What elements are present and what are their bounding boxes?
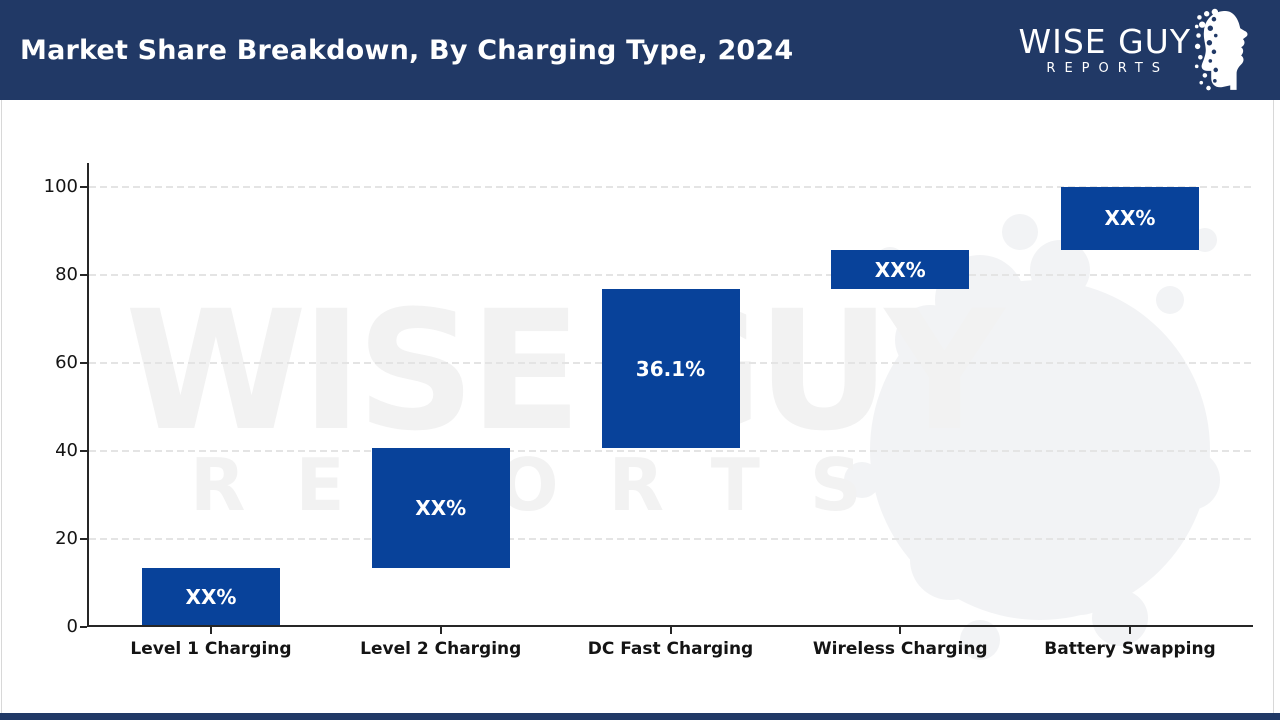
- bar: 36.1%: [601, 289, 740, 449]
- header: Market Share Breakdown, By Charging Type…: [0, 0, 1280, 100]
- y-tick-mark: [80, 361, 87, 364]
- logo-wordmark-sub: REPORTS: [1046, 61, 1170, 76]
- y-tick-mark: [80, 185, 87, 188]
- bar-value-label: XX%: [1104, 206, 1156, 231]
- x-tick-mark: [210, 627, 212, 634]
- gridline: [89, 273, 1253, 276]
- watermark-text-main: WISE GUY: [125, 275, 1007, 467]
- logo-face-icon: [1194, 8, 1248, 91]
- x-tick-mark: [1129, 627, 1131, 634]
- bar: XX%: [1061, 186, 1199, 251]
- y-tick-mark: [80, 537, 87, 540]
- x-tick-mark: [669, 627, 672, 634]
- brand-logo: WISE GUY REPORTS: [1018, 8, 1252, 92]
- y-tick-label: 80: [55, 263, 78, 285]
- watermark-text-sub: REPORTS: [190, 443, 912, 527]
- logo-wordmark: WISE GUY REPORTS: [1018, 25, 1191, 75]
- footer-bar: [0, 713, 1280, 720]
- category-label: Level 1 Charging: [130, 639, 292, 659]
- page-right-border: [1273, 100, 1274, 713]
- bar-value-label: 36.1%: [635, 356, 706, 381]
- bar-value-label: XX%: [185, 585, 237, 610]
- bar: XX%: [142, 568, 280, 627]
- y-tick-label: 0: [66, 615, 78, 637]
- y-tick-mark: [80, 625, 87, 628]
- bar-value-label: XX%: [415, 496, 467, 521]
- x-tick-mark: [899, 627, 902, 634]
- category-label: Level 2 Charging: [360, 639, 522, 659]
- x-tick-mark: [439, 627, 442, 634]
- y-tick-mark: [80, 449, 87, 452]
- bar: XX%: [371, 448, 510, 569]
- gridline: [89, 449, 1253, 452]
- y-axis-spine: [87, 163, 89, 627]
- y-tick-label: 60: [55, 351, 78, 373]
- category-label: Wireless Charging: [812, 639, 988, 659]
- bar-value-label: XX%: [874, 257, 926, 282]
- gridline: [89, 185, 1253, 188]
- page-title: Market Share Breakdown, By Charging Type…: [20, 34, 794, 66]
- y-tick-label: 20: [55, 527, 78, 549]
- x-axis-spine: [87, 625, 1253, 627]
- logo-wordmark-main: WISE GUY: [1018, 22, 1191, 61]
- y-tick-mark: [80, 273, 87, 276]
- page-left-border: [1, 100, 2, 713]
- gridline: [89, 537, 1253, 540]
- category-label: DC Fast Charging: [587, 639, 754, 659]
- category-label: Battery Swapping: [1044, 639, 1216, 659]
- y-tick-label: 100: [43, 175, 78, 197]
- bar: XX%: [831, 250, 970, 290]
- y-tick-label: 40: [55, 439, 78, 461]
